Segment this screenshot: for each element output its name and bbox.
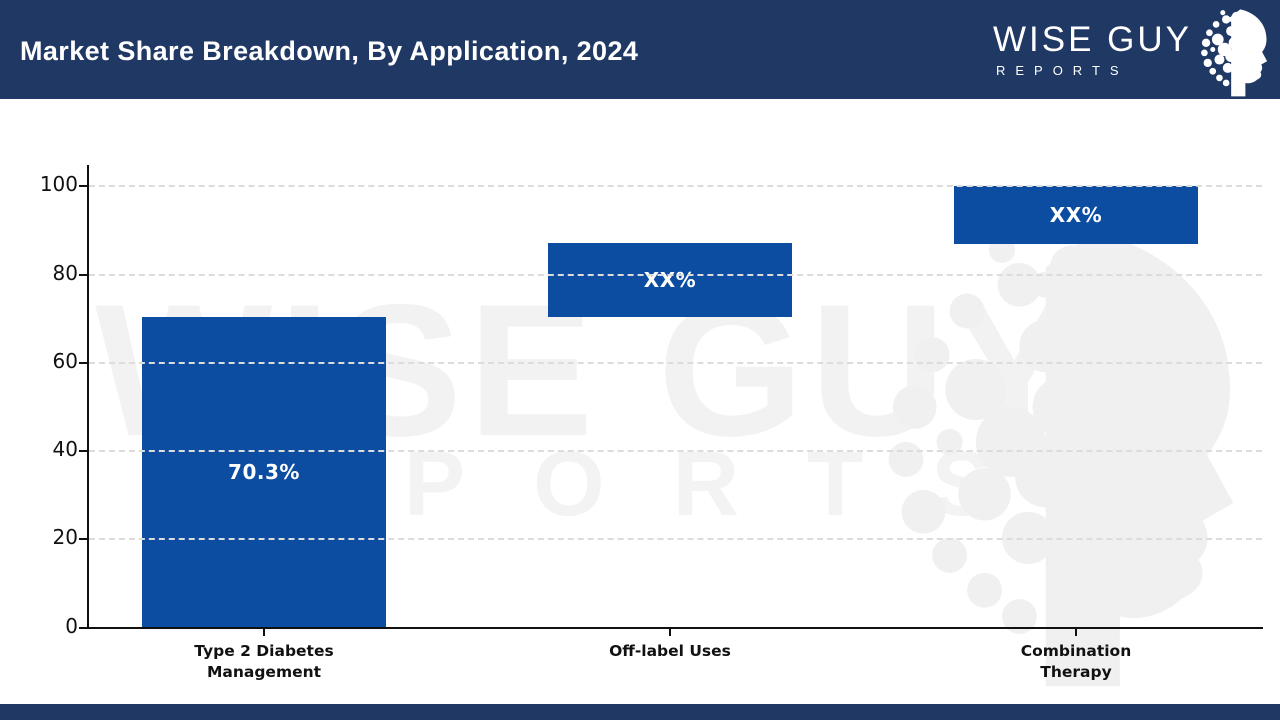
bar-value-label: XX% <box>643 268 697 293</box>
y-tick-mark <box>79 538 87 541</box>
y-axis-line <box>87 165 89 629</box>
brand-logo: WISE GUY REPORTS <box>993 22 1192 78</box>
x-axis-label: Type 2 Diabetes Management <box>194 642 334 681</box>
x-axis-label: Off-label Uses <box>609 642 731 660</box>
x-axis-line <box>87 627 1263 629</box>
bar-value-label: XX% <box>1049 203 1103 228</box>
gridline-100 <box>89 185 1262 188</box>
y-tick-label: 40 <box>52 437 78 462</box>
watermark-head-icon <box>888 232 1234 687</box>
chart-title: Market Share Breakdown, By Application, … <box>20 36 639 66</box>
bar-segment: 70.3% <box>142 317 386 628</box>
y-tick-mark <box>79 361 87 364</box>
footer-bar <box>0 704 1280 720</box>
y-tick-mark <box>79 626 87 629</box>
brand-reports-text: REPORTS <box>995 63 1129 78</box>
y-tick-label: 20 <box>52 525 78 550</box>
x-tick-mark <box>1075 629 1077 636</box>
y-tick-mark <box>79 273 87 276</box>
bar-segment: XX% <box>954 186 1198 245</box>
x-axis-label: Combination Therapy <box>1020 642 1132 681</box>
gridline-40 <box>89 450 1262 453</box>
gridline-80 <box>89 273 1262 276</box>
bar-value-label: 70.3% <box>228 460 300 485</box>
y-tick-mark <box>79 185 87 188</box>
header-bar: Market Share Breakdown, By Application, … <box>0 0 1280 99</box>
brand-wiseguy-text: WISE GUY <box>992 20 1192 59</box>
y-tick-label: 100 <box>39 172 78 197</box>
y-tick-label: 60 <box>52 348 78 373</box>
gridline-60 <box>89 361 1262 364</box>
bar-segment: XX% <box>548 242 792 318</box>
y-tick-mark <box>79 450 87 453</box>
y-tick-label: 80 <box>52 260 78 285</box>
x-tick-mark <box>669 629 671 636</box>
x-tick-mark <box>263 629 265 636</box>
brand-head-icon <box>1201 9 1268 97</box>
y-tick-label: 0 <box>65 613 78 638</box>
gridline-20 <box>89 538 1262 541</box>
